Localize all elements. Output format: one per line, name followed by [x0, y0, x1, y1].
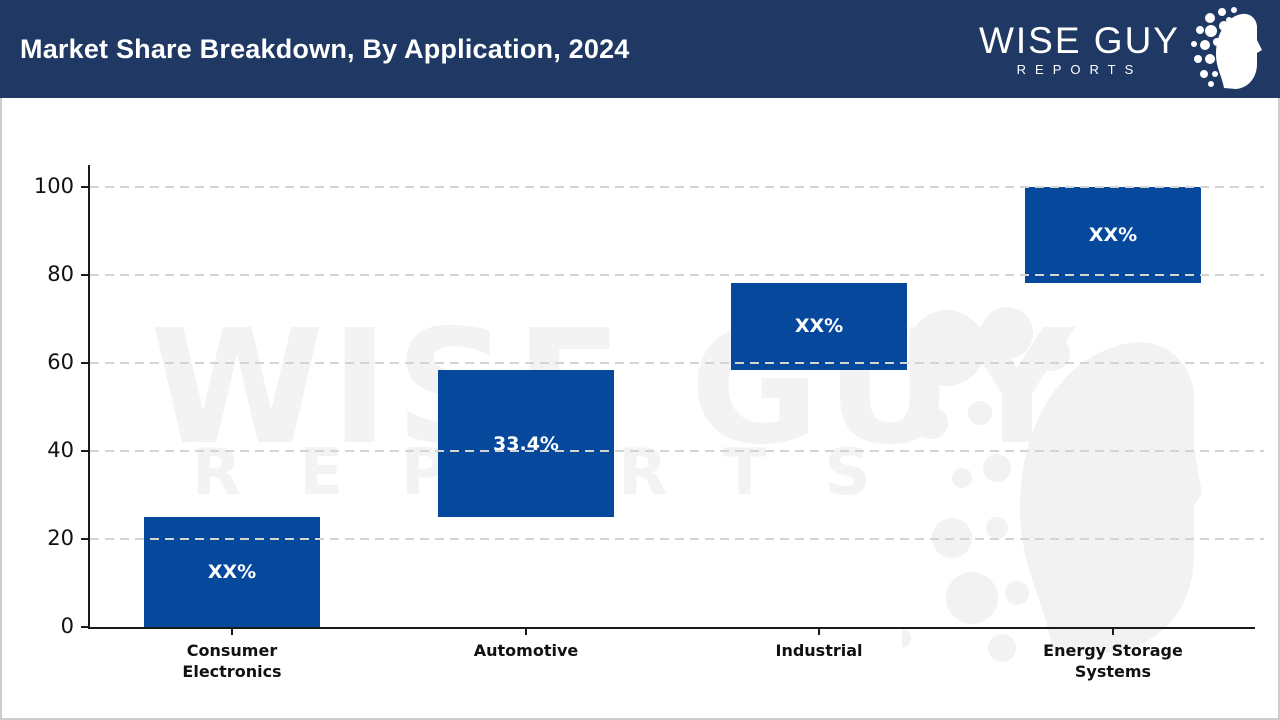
bar-value-label: XX%	[207, 561, 257, 583]
bar-value-label: XX%	[1088, 223, 1138, 246]
gridline-60	[90, 362, 1264, 364]
bar-value-label: 33.4%	[493, 432, 559, 455]
x-category-label-consumer-electronics: Consumer Electronics	[182, 641, 282, 681]
y-tick-label-0: 0	[60, 614, 74, 638]
y-tick	[81, 274, 90, 276]
bar-consumer-electronics: XX%	[144, 517, 320, 627]
y-tick	[81, 186, 90, 188]
brand-logo-text: WISE GUY REPORTS	[979, 22, 1180, 76]
y-tick	[81, 362, 90, 364]
x-tick	[818, 628, 820, 635]
gridline-80	[90, 274, 1264, 276]
y-axis-line	[88, 165, 90, 629]
x-category-label-industrial: Industrial	[775, 641, 863, 660]
y-tick-label-60: 60	[47, 350, 74, 374]
gridline-40	[90, 450, 1264, 452]
y-tick	[81, 450, 90, 452]
gridline-20	[90, 538, 1264, 540]
x-axis-line	[88, 627, 1255, 629]
y-tick-label-20: 20	[47, 526, 74, 550]
bar-industrial: XX%	[731, 282, 907, 371]
bar-energy-storage-systems: XX%	[1025, 187, 1201, 283]
x-tick	[525, 628, 527, 635]
bar-value-label: XX%	[794, 315, 844, 338]
header-bar: Market Share Breakdown, By Application, …	[0, 0, 1280, 98]
y-tick-label-40: 40	[47, 438, 74, 462]
page-title: Market Share Breakdown, By Application, …	[20, 33, 630, 64]
brand-subtitle: REPORTS	[1016, 62, 1143, 77]
x-tick	[231, 628, 233, 635]
bar-automotive: 33.4%	[438, 370, 614, 517]
x-tick	[1112, 628, 1114, 635]
brand-logo: WISE GUY REPORTS	[979, 4, 1262, 94]
chart-canvas: WISE GUY REPORTS XX%Consumer Electronics…	[0, 98, 1280, 720]
x-category-label-automotive: Automotive	[473, 641, 579, 660]
y-tick-label-80: 80	[47, 262, 74, 286]
y-tick	[81, 538, 90, 540]
y-tick-label-100: 100	[33, 174, 74, 198]
y-tick	[81, 626, 90, 628]
face-profile-icon	[1184, 4, 1262, 94]
brand-name: WISE GUY	[978, 20, 1180, 61]
x-category-label-energy-storage-systems: Energy Storage Systems	[1043, 641, 1183, 681]
gridline-100	[90, 186, 1264, 188]
